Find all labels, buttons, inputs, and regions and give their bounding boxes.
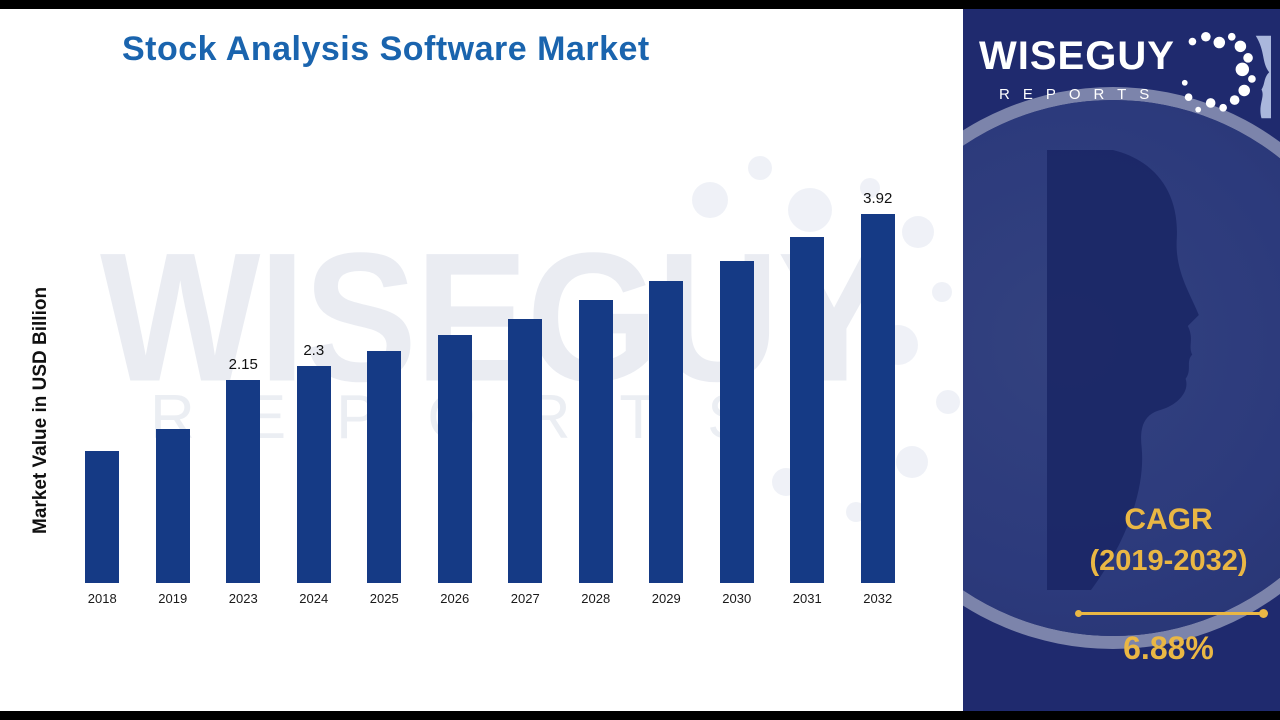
cagr-label: CAGR [1124, 503, 1213, 536]
cagr-range: (2019-2032) [1089, 545, 1248, 577]
bar-slot-2018: 2018 [67, 140, 138, 609]
bar-2023: 2.15 [226, 356, 261, 583]
bar-2030 [719, 261, 754, 583]
x-tick-label-2019: 2019 [158, 591, 188, 606]
x-tick-label-2023: 2023 [228, 591, 258, 606]
bar-value-label-2023: 2.15 [228, 356, 258, 373]
bar-slot-2029: 2029 [631, 140, 702, 609]
bar-2032: 3.92 [860, 190, 895, 583]
line-rule [1079, 612, 1264, 615]
bar-slot-2030: 2030 [702, 140, 773, 609]
bar-slot-2028: 2028 [561, 140, 632, 609]
cagr-divider-line [1075, 608, 1268, 618]
bar-2031 [790, 237, 825, 583]
x-tick-label-2025: 2025 [369, 591, 399, 606]
line-end-dot-right [1259, 609, 1268, 618]
x-tick-label-2030: 2030 [722, 591, 752, 606]
line-end-dot-left [1075, 610, 1082, 617]
bar-2028 [578, 300, 613, 583]
bar-2024: 2.3 [296, 342, 331, 583]
bar-slot-2024: 2.3 2024 [279, 140, 350, 609]
bottom-edge-strip [0, 711, 1280, 720]
wiseguy-face-icon [1181, 31, 1271, 119]
page-title: Stock Analysis Software Market [122, 30, 650, 68]
wiseguy-logo: WISEGUY REPORTS [979, 31, 1271, 128]
bar-2018 [85, 451, 120, 583]
brand-panel: WISEGUY REPORTS CAGR (2019-2032) 6.88% [963, 0, 1280, 720]
x-tick-label-2028: 2028 [581, 591, 611, 606]
bar-value-label-2024: 2.3 [303, 342, 325, 359]
x-tick-label-2026: 2026 [440, 591, 470, 606]
y-axis-label: Market Value in USD Billion [30, 286, 51, 534]
top-edge-strip [0, 0, 1280, 9]
bar-2019 [155, 429, 190, 583]
logo-reports-text: REPORTS [999, 86, 1163, 103]
x-tick-label-2024: 2024 [299, 591, 329, 606]
bar-slot-2031: 2031 [772, 140, 843, 609]
bar-slot-2023: 2.15 2023 [208, 140, 279, 609]
bar-chart: 2018 2019 2.15 2023 2.3 2024 2025 2026 2027 2028 2… [67, 140, 913, 609]
cagr-value: 6.88% [1123, 630, 1214, 666]
bar-slot-2019: 2019 [138, 140, 209, 609]
x-tick-label-2029: 2029 [651, 591, 681, 606]
bar-slot-2032: 3.92 2032 [843, 140, 914, 609]
face-profile-graphic [1047, 150, 1199, 590]
bar-slot-2027: 2027 [490, 140, 561, 609]
x-tick-label-2031: 2031 [792, 591, 822, 606]
bar-2029 [649, 281, 684, 583]
x-tick-label-2018: 2018 [87, 591, 117, 606]
logo-name-text: WISEGUY [979, 34, 1175, 78]
cagr-label-block: CAGR (2019-2032) [1063, 503, 1274, 578]
x-tick-label-2032: 2032 [863, 591, 893, 606]
bar-slot-2025: 2025 [349, 140, 420, 609]
bar-2026 [437, 335, 472, 583]
bar-value-label-2032: 3.92 [863, 190, 893, 207]
bar-2025 [367, 351, 402, 583]
x-tick-label-2027: 2027 [510, 591, 540, 606]
bar-slot-2026: 2026 [420, 140, 491, 609]
bar-2027 [508, 319, 543, 583]
